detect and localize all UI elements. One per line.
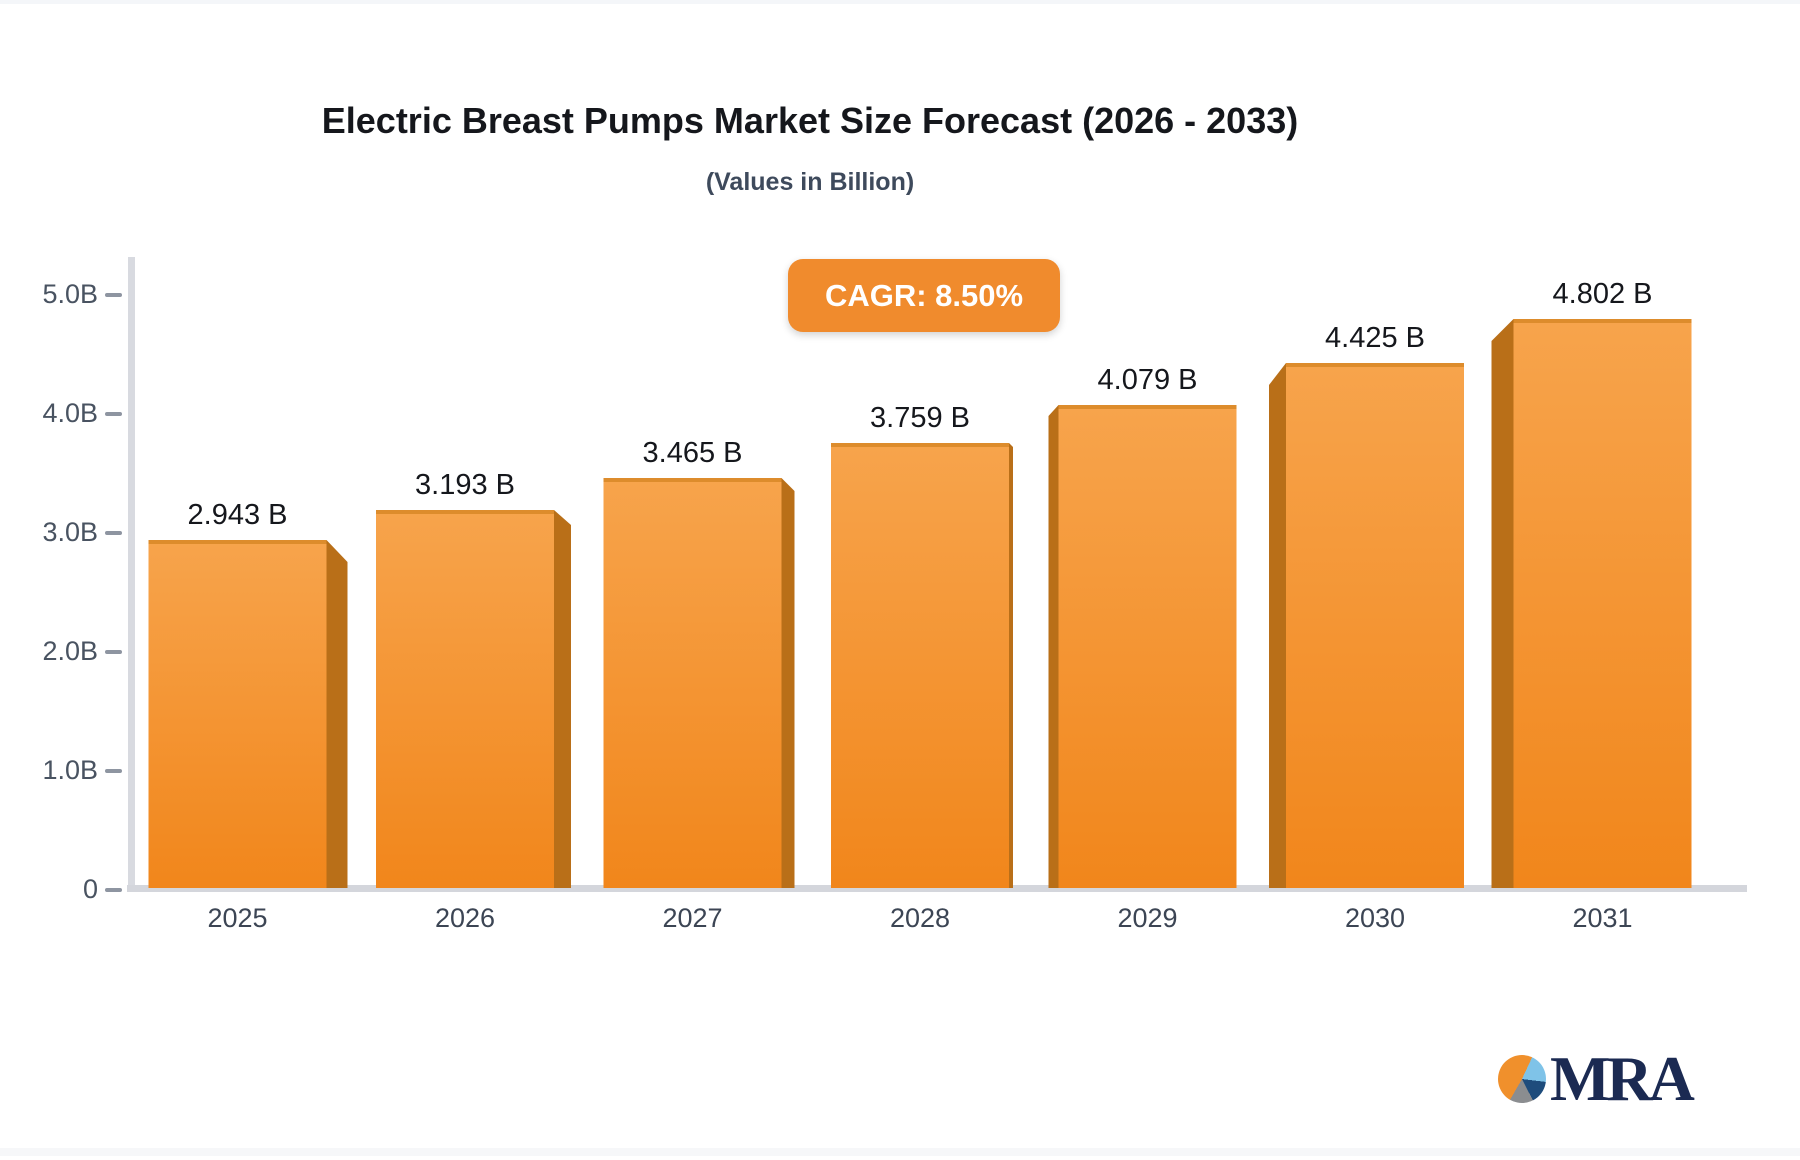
bar-value-label: 4.079 B — [1097, 364, 1198, 396]
bar-top-edge — [831, 443, 1009, 447]
bar-value-label: 2.943 B — [187, 499, 288, 531]
bar-2031[interactable] — [1491, 319, 1692, 888]
x-axis-label-2026: 2026 — [434, 903, 496, 933]
bar-front-face — [1058, 405, 1237, 888]
x-axis-label-2030: 2030 — [1344, 903, 1406, 933]
bar-value-label: 4.802 B — [1552, 278, 1653, 310]
bar-side-face — [781, 478, 795, 888]
y-axis-tick — [105, 293, 122, 297]
chart-subtitle: (Values in Billion) — [705, 168, 915, 196]
bar-side-face — [554, 510, 571, 888]
bar-value-label: 4.425 B — [1325, 322, 1425, 354]
bar-value-label: 3.193 B — [415, 469, 515, 501]
chart-title: Electric Breast Pumps Market Size Foreca… — [321, 100, 1299, 141]
bar-top-edge — [603, 478, 782, 482]
y-axis-label: 2.0B — [42, 636, 98, 666]
pie-chart-logo-icon — [1498, 1055, 1546, 1103]
y-axis-tick — [105, 888, 122, 892]
bar-front-face — [831, 443, 1009, 888]
x-axis-baseline — [127, 885, 1747, 892]
y-axis-label: 1.0B — [42, 755, 98, 785]
brand-logo-text: MRA — [1550, 1043, 1695, 1114]
bar-side-face — [1048, 405, 1059, 888]
bar-front-face — [1513, 319, 1692, 888]
bar-front-face — [603, 478, 782, 888]
chart-header: Electric Breast Pumps Market Size Foreca… — [0, 4, 1620, 197]
bar-value-label: 3.465 B — [642, 437, 743, 469]
bar-top-edge — [1058, 405, 1237, 409]
y-axis-line — [128, 257, 135, 890]
bars-layer — [148, 319, 1692, 888]
y-axis-label: 4.0B — [42, 398, 98, 428]
x-axis-label-2029: 2029 — [1117, 903, 1178, 933]
brand-logo: MRA — [1498, 1036, 1788, 1122]
bar-front-face — [148, 540, 327, 888]
bar-side-face — [1009, 443, 1013, 888]
bar-2025[interactable] — [148, 540, 348, 888]
y-axis-label: 3.0B — [42, 517, 98, 547]
bar-top-edge — [1286, 363, 1464, 367]
y-axis-tick — [105, 531, 122, 535]
bar-2030[interactable] — [1269, 363, 1464, 888]
x-axis-label-2025: 2025 — [207, 903, 268, 933]
bar-2028[interactable] — [831, 443, 1013, 888]
bar-2026[interactable] — [376, 510, 571, 888]
y-axis-label: 5.0B — [42, 279, 98, 309]
y-axis-tick — [105, 412, 122, 416]
y-axis-label: 0 — [82, 874, 98, 904]
bar-front-face — [376, 510, 554, 888]
bar-value-label: 3.759 B — [870, 402, 970, 434]
bar-top-edge — [148, 540, 327, 544]
bar-2027[interactable] — [603, 478, 795, 888]
x-axis-label-2027: 2027 — [662, 903, 723, 933]
y-axis-tick — [105, 769, 122, 773]
cagr-badge: CAGR: 8.50% — [788, 259, 1060, 332]
bar-top-edge — [1513, 319, 1692, 323]
bar-side-face — [1491, 319, 1514, 888]
x-axis-label-2028: 2028 — [889, 903, 951, 933]
bar-2029[interactable] — [1048, 405, 1237, 888]
bar-side-face — [326, 540, 348, 888]
y-axis-tick — [105, 650, 122, 654]
bar-top-edge — [376, 510, 554, 514]
bar-side-face — [1269, 363, 1286, 888]
x-axis-label-2031: 2031 — [1572, 903, 1633, 933]
cagr-badge-label: CAGR: 8.50% — [824, 277, 1024, 313]
bar-front-face — [1286, 363, 1464, 888]
